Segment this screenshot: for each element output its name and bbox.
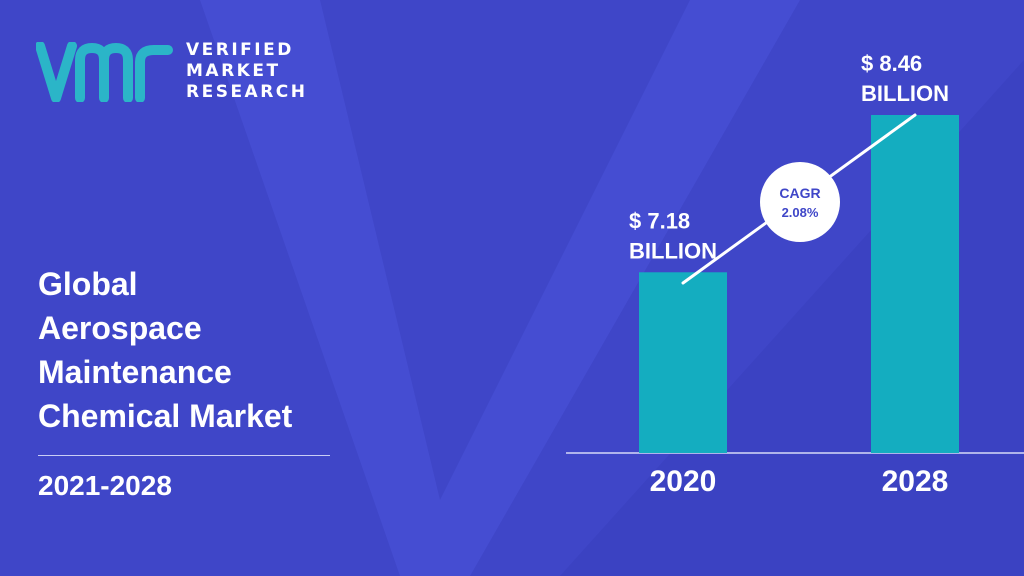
x-tick-2028: 2028 xyxy=(882,465,949,498)
vmr-logo-icon xyxy=(36,42,173,102)
bar-2028 xyxy=(871,115,959,453)
title-line-1: Global xyxy=(38,266,138,302)
brand-logo[interactable]: VERIFIED MARKET RESEARCH xyxy=(36,38,326,108)
title-line-3: Maintenance xyxy=(38,354,232,390)
brand-line-2: MARKET xyxy=(186,61,281,81)
value-label-2028-unit: BILLION xyxy=(861,81,949,106)
title-line-2: Aerospace xyxy=(38,310,202,346)
title-divider xyxy=(38,455,330,456)
cagr-label: CAGR xyxy=(779,185,820,201)
report-title: Global Aerospace Maintenance Chemical Ma… xyxy=(38,262,358,438)
bar-2020 xyxy=(639,272,727,453)
x-tick-2020: 2020 xyxy=(650,465,717,498)
title-line-4: Chemical Market xyxy=(38,398,293,434)
cagr-value: 2.08% xyxy=(782,205,819,220)
value-label-2020-amount: $ 7.18 xyxy=(629,208,690,233)
brand-line-1: VERIFIED xyxy=(186,40,294,60)
brand-line-3: RESEARCH xyxy=(186,82,308,102)
brand-wordmark: VERIFIED MARKET RESEARCH xyxy=(186,40,308,103)
cagr-badge xyxy=(760,162,840,242)
value-label-2020-unit: BILLION xyxy=(629,238,717,263)
forecast-period: 2021-2028 xyxy=(38,470,172,501)
value-label-2028-amount: $ 8.46 xyxy=(861,51,922,76)
